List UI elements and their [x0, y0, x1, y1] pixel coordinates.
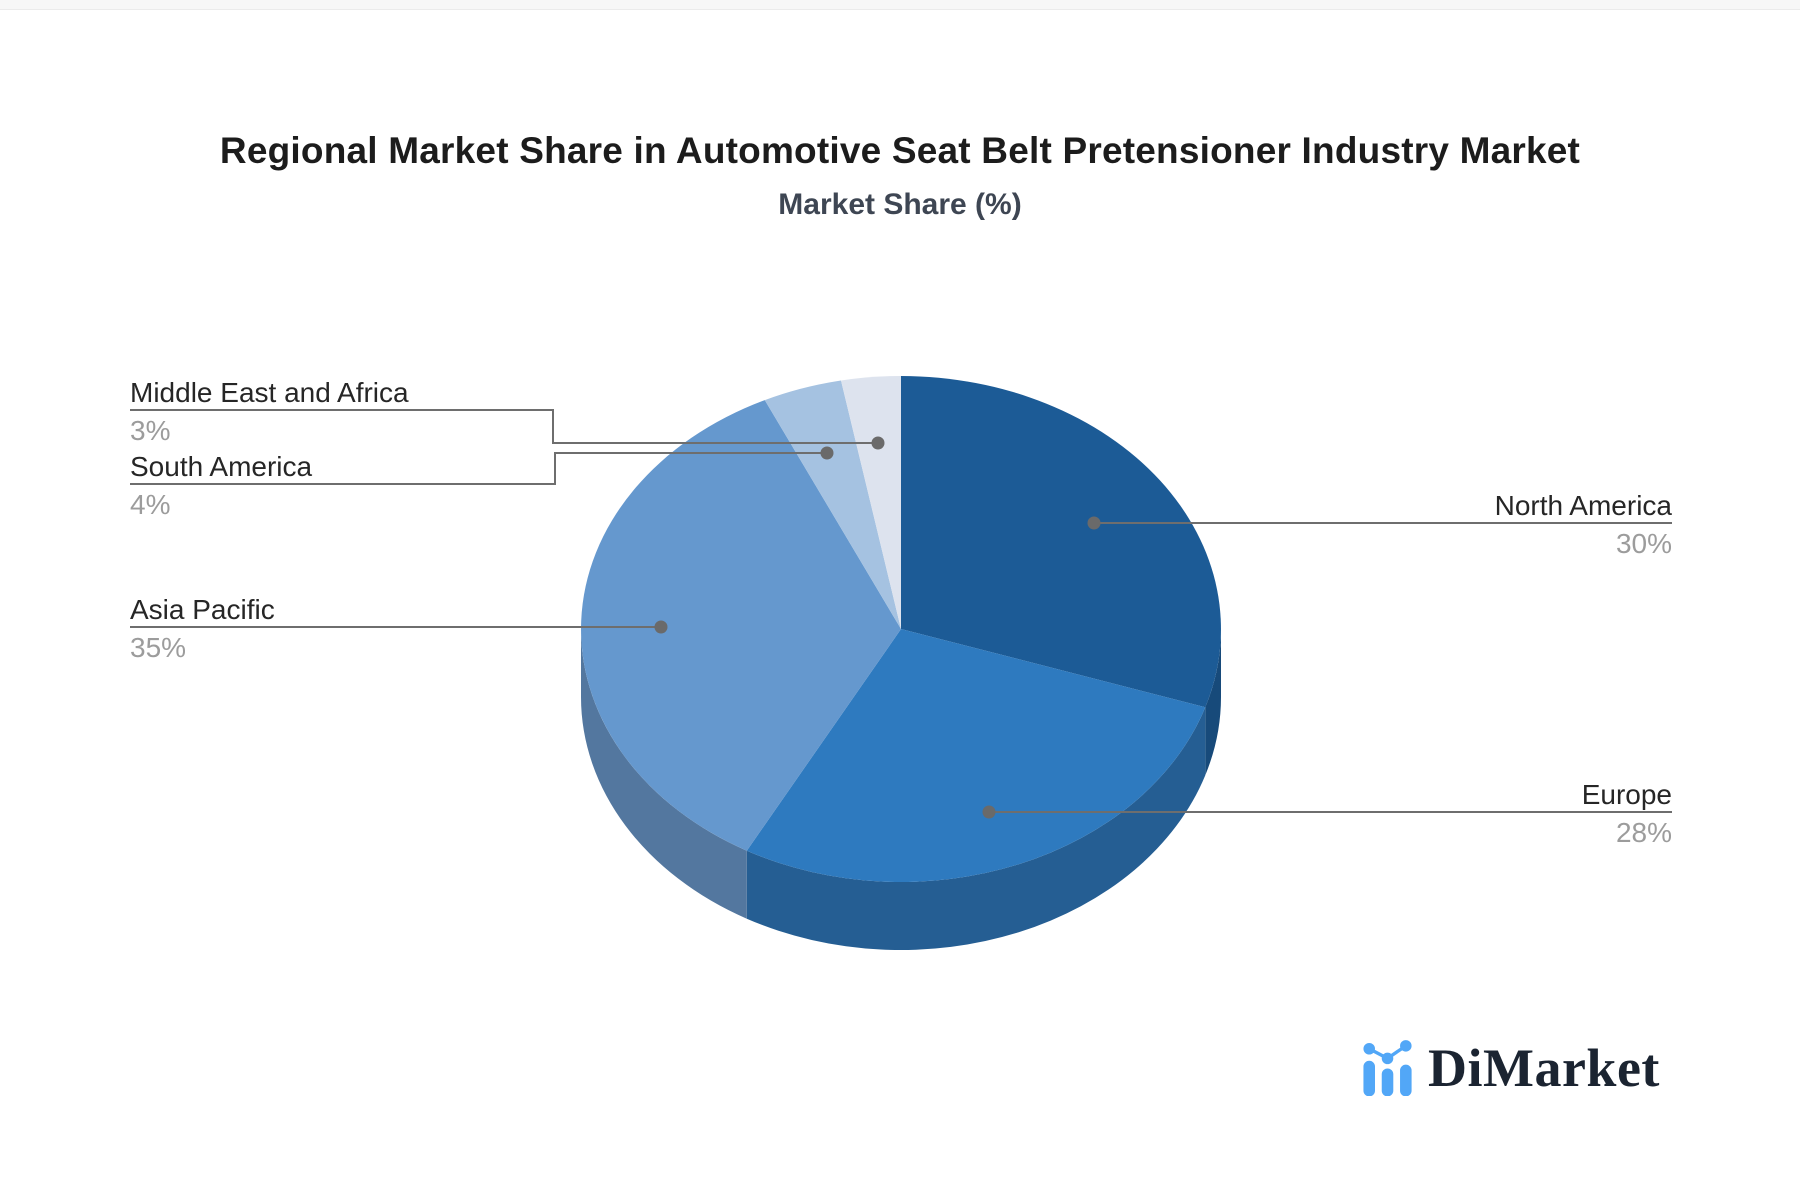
anchor-dot-asia-pacific [654, 620, 668, 634]
bar-line-chart-icon [1363, 1040, 1412, 1096]
label-europe: Europe [1581, 779, 1672, 810]
value-asia-pacific: 35% [130, 632, 187, 663]
dimarket-logo: DiMarket [1362, 1038, 1660, 1098]
value-north-america: 30% [1615, 528, 1672, 559]
value-south-america: 4% [130, 489, 171, 520]
pie-slice-north-america[interactable] [901, 376, 1221, 708]
anchor-dot-europe [982, 805, 996, 819]
pie-slice-side-asia-pacific [581, 629, 747, 919]
callout-connectors [130, 409, 1672, 819]
label-asia-pacific: Asia Pacific [130, 594, 275, 625]
anchor-dot-north-america [1087, 516, 1101, 530]
pie-slice-europe[interactable] [746, 629, 1206, 882]
pie-slice-middle-east-and-africa[interactable] [841, 376, 901, 629]
pie-slice-asia-pacific[interactable] [581, 400, 901, 851]
dimarket-logo-text: DiMarket [1428, 1038, 1660, 1098]
pie-slice-side-north-america [1205, 629, 1221, 776]
pie-3d-sides [581, 629, 1221, 950]
value-europe: 28% [1615, 817, 1672, 848]
label-middle-east-and-africa: Middle East and Africa [130, 377, 409, 408]
chart-subtitle: Market Share (%) [778, 188, 1022, 221]
chart-title: Regional Market Share in Automotive Seat… [219, 130, 1581, 171]
value-middle-east-and-africa: 3% [130, 415, 171, 446]
anchor-dot-south-america [820, 446, 834, 460]
connector-middle-east-and-africa [130, 409, 878, 444]
page-top-strip [0, 0, 1800, 10]
label-south-america: South America [130, 451, 313, 482]
connector-south-america [130, 452, 827, 485]
label-north-america: North America [1494, 490, 1672, 521]
pie-slices [581, 376, 1221, 882]
pie-slice-side-europe [746, 707, 1206, 950]
anchor-dot-middle-east-and-africa [871, 436, 885, 450]
